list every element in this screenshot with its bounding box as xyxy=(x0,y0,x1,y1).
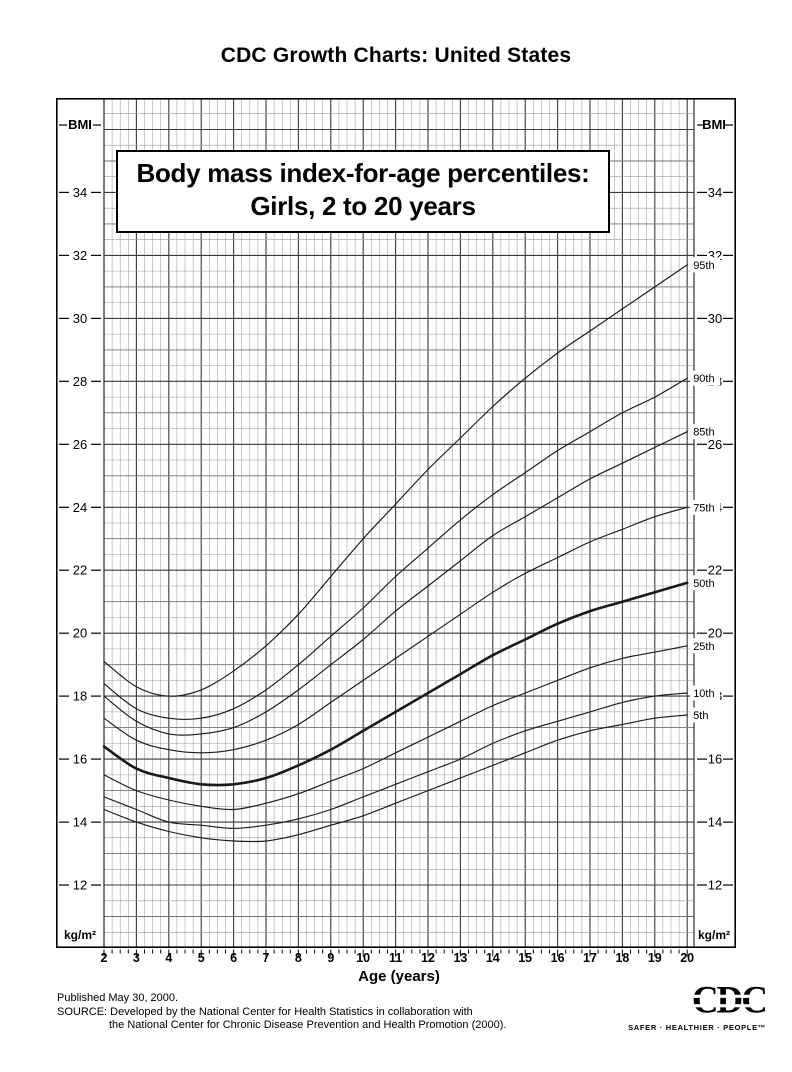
x-tick-label: 4 xyxy=(165,951,172,965)
footer-notes: Published May 30, 2000. SOURCE: Develope… xyxy=(57,992,506,1033)
percentile-label: 85th xyxy=(693,427,714,439)
published-date: Published May 30, 2000. xyxy=(57,992,179,1004)
y-tick-label: 34 xyxy=(73,185,87,200)
percentile-labels: 95th 90th 85th 75th 50th 25th 10th 5th xyxy=(690,257,721,723)
chart-title-line1: Body mass index-for-age percentiles: xyxy=(136,158,590,188)
x-tick-label: 18 xyxy=(615,951,629,965)
cdc-logo-stripe xyxy=(688,994,769,998)
y-unit-bottom-label: kg/m² xyxy=(64,928,96,942)
y-tick-label: 28 xyxy=(73,374,87,389)
source-line1: SOURCE: Developed by the National Center… xyxy=(57,1005,473,1018)
cdc-logo-stripe xyxy=(688,1004,769,1008)
x-tick-label: 19 xyxy=(648,951,662,965)
cdc-logo-mark: CDC xyxy=(688,978,769,1023)
percentile-curve-90th xyxy=(103,377,688,720)
y-tick-label: 20 xyxy=(708,626,722,641)
source-line2: the National Center for Chronic Disease … xyxy=(109,1019,507,1031)
percentile-curve-5th xyxy=(103,714,688,843)
y-unit-bottom-label: kg/m² xyxy=(698,928,730,942)
page-title: CDC Growth Charts: United States xyxy=(220,44,572,67)
x-tick-label: 14 xyxy=(486,951,500,965)
x-tick-label: 8 xyxy=(295,951,302,965)
x-axis: 2 3 4 5 6 7 8 9 10 11 12 13 14 15 16 17 18 19 20 xyxy=(101,949,694,965)
y-tick-label: 24 xyxy=(73,500,87,515)
x-tick-label: 7 xyxy=(263,951,270,965)
x-tick-label: 10 xyxy=(356,951,370,965)
y-tick-label: 22 xyxy=(73,563,87,578)
y-tick-label: 22 xyxy=(708,563,722,578)
y-tick-label: 18 xyxy=(73,689,87,704)
y-unit-top-label: BMI xyxy=(702,117,726,132)
percentile-curve-95th xyxy=(103,264,688,697)
y-tick-label: 14 xyxy=(73,815,87,830)
x-tick-label: 11 xyxy=(389,951,402,965)
y-tick-label: 12 xyxy=(73,878,87,893)
cdc-logo-text: CDC xyxy=(691,978,768,1023)
y-tick-label: 30 xyxy=(73,311,87,326)
x-axis-title: Age (years) xyxy=(358,968,440,985)
x-tick-label: 6 xyxy=(230,951,237,965)
percentile-label: 5th xyxy=(693,710,708,722)
y-tick-label: 26 xyxy=(708,437,722,452)
x-tick-label: 9 xyxy=(327,951,334,965)
plot-frame xyxy=(56,98,736,949)
percentile-curve-75th xyxy=(103,506,688,754)
percentile-label: 10th xyxy=(693,688,714,700)
y-tick-label: 32 xyxy=(73,248,87,263)
x-tick-label: 16 xyxy=(551,951,565,965)
percentile-label: 50th xyxy=(693,578,714,590)
percentile-label: 75th xyxy=(693,502,714,514)
percentile-label: 90th xyxy=(693,373,714,385)
y-tick-label: 20 xyxy=(73,626,87,641)
y-tick-label: 12 xyxy=(708,878,722,893)
percentile-curve-10th xyxy=(103,692,688,829)
y-tick-label: 14 xyxy=(708,815,722,830)
chart-title-line2: Girls, 2 to 20 years xyxy=(250,191,476,221)
x-tick-label: 5 xyxy=(198,951,205,965)
y-tick-label: 34 xyxy=(708,185,722,200)
y-unit-top-label: BMI xyxy=(68,117,92,132)
x-tick-label: 3 xyxy=(133,951,140,965)
percentile-curve-25th xyxy=(103,645,688,811)
x-tick-label: 13 xyxy=(453,951,467,965)
x-tick-label: 2 xyxy=(101,951,108,965)
percentile-curve-50th xyxy=(102,581,689,787)
chart-title-box: Body mass index-for-age percentiles: Gir… xyxy=(116,150,610,233)
x-tick-label: 17 xyxy=(583,951,597,965)
cdc-logo: CDC SAFER · HEALTHIER · PEOPLE™ xyxy=(628,978,769,1032)
cdc-tagline: SAFER · HEALTHIER · PEOPLE™ xyxy=(628,1023,766,1032)
x-tick-label: 20 xyxy=(680,951,694,965)
percentile-curve-85th xyxy=(103,431,688,736)
y-tick-label: 16 xyxy=(73,752,87,767)
x-tick-label: 12 xyxy=(421,951,435,965)
percentile-label: 25th xyxy=(693,641,714,653)
y-tick-label: 16 xyxy=(708,752,722,767)
x-tick-label: 15 xyxy=(518,951,532,965)
y-tick-label: 30 xyxy=(708,311,722,326)
percentile-curves xyxy=(102,264,689,843)
y-tick-label: 26 xyxy=(73,437,87,452)
percentile-label: 95th xyxy=(693,260,714,272)
